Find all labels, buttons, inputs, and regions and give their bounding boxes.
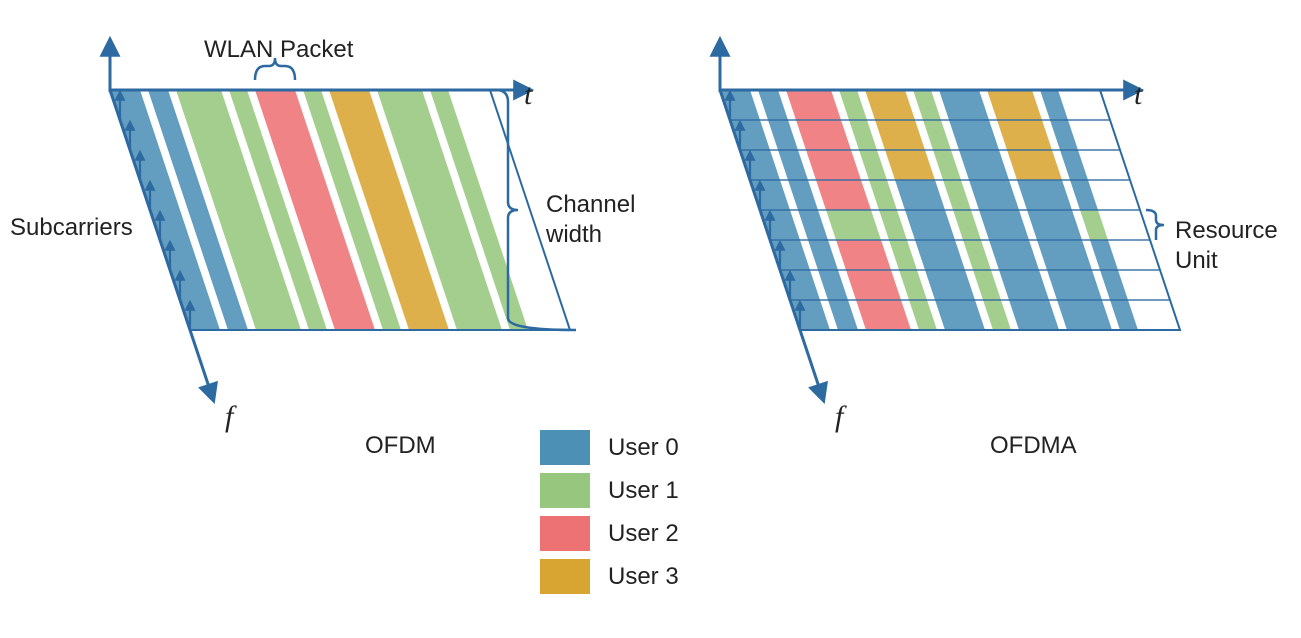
legend-swatch-user0 <box>540 430 590 465</box>
f-axis-label-left: f <box>225 400 233 434</box>
ofdm-title: OFDM <box>365 432 436 460</box>
legend-swatch-user2 <box>540 516 590 551</box>
legend-row-user3: User 3 <box>540 559 679 594</box>
subcarriers-label: Subcarriers <box>10 214 133 242</box>
resource-unit-text: ResourceUnit <box>1175 217 1278 274</box>
channel-width-text: Channelwidth <box>546 191 635 248</box>
legend-label-user0: User 0 <box>608 434 679 462</box>
f-axis-label-right: f <box>835 400 843 434</box>
ofdma-title: OFDMA <box>990 432 1077 460</box>
legend-label-user2: User 2 <box>608 520 679 548</box>
wlan-packet-label: WLAN Packet <box>204 36 353 64</box>
legend-swatch-user3 <box>540 559 590 594</box>
t-axis-label-right: t <box>1134 78 1142 112</box>
t-axis-label-left: t <box>524 78 532 112</box>
diagram-root: { "colors": { "user0": "#4d90b6", "user1… <box>0 0 1301 638</box>
legend-swatch-user1 <box>540 473 590 508</box>
legend: User 0 User 1 User 2 User 3 <box>540 430 679 602</box>
legend-label-user1: User 1 <box>608 477 679 505</box>
legend-label-user3: User 3 <box>608 563 679 591</box>
channel-width-label: Channelwidth <box>546 190 635 250</box>
legend-row-user1: User 1 <box>540 473 679 508</box>
legend-row-user0: User 0 <box>540 430 679 465</box>
resource-unit-label: ResourceUnit <box>1175 216 1278 276</box>
legend-row-user2: User 2 <box>540 516 679 551</box>
